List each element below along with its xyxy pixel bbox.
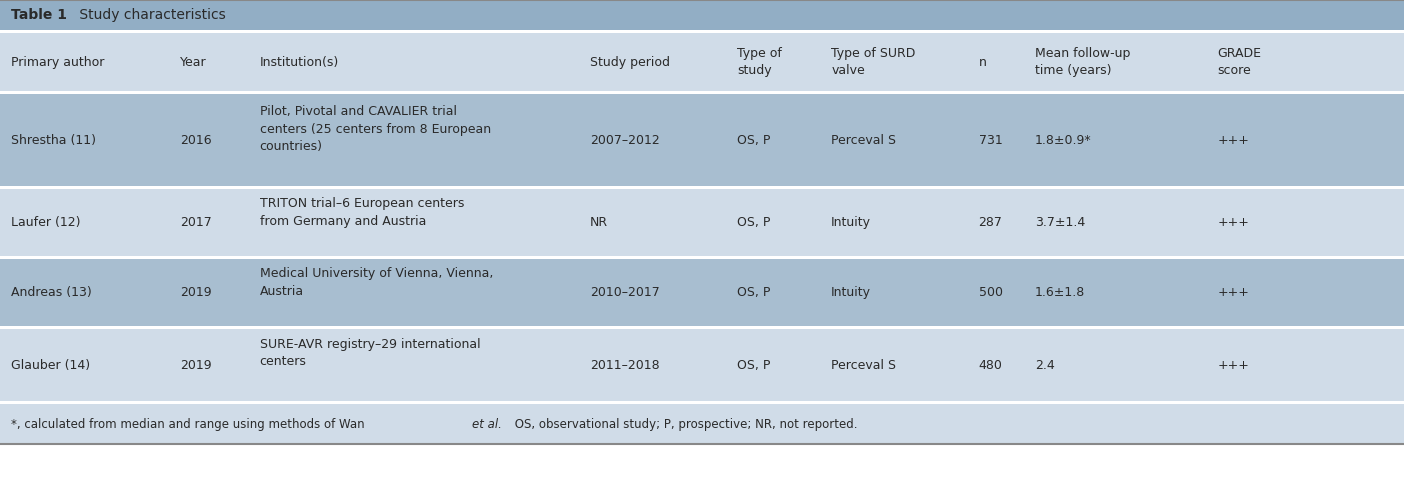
- Bar: [0, 326, 1404, 329]
- Bar: [0, 401, 1404, 404]
- Text: Study characteristics: Study characteristics: [76, 8, 226, 22]
- Text: Laufer (12): Laufer (12): [11, 216, 81, 229]
- Text: 500: 500: [979, 286, 1002, 299]
- Text: Andreas (13): Andreas (13): [11, 286, 93, 299]
- Text: NR: NR: [590, 216, 608, 229]
- Text: TRITON trial–6 European centers
from Germany and Austria: TRITON trial–6 European centers from Ger…: [260, 197, 465, 227]
- Text: Year: Year: [180, 55, 206, 69]
- Text: 2017: 2017: [180, 216, 212, 229]
- Bar: [0, 0, 1404, 30]
- Text: 287: 287: [979, 216, 1002, 229]
- Bar: [0, 94, 1404, 186]
- Text: 2.4: 2.4: [1035, 359, 1054, 371]
- Text: 3.7±1.4: 3.7±1.4: [1035, 216, 1085, 229]
- Text: 1.6±1.8: 1.6±1.8: [1035, 286, 1085, 299]
- Bar: [0, 256, 1404, 259]
- Text: GRADE
score: GRADE score: [1217, 47, 1261, 77]
- Text: *, calculated from median and range using methods of Wan: *, calculated from median and range usin…: [11, 417, 369, 431]
- Text: OS, P: OS, P: [737, 216, 771, 229]
- Text: Intuity: Intuity: [831, 216, 870, 229]
- Text: 1.8±0.9*: 1.8±0.9*: [1035, 134, 1091, 146]
- Bar: [0, 186, 1404, 189]
- Text: OS, observational study; P, prospective; NR, not reported.: OS, observational study; P, prospective;…: [511, 417, 858, 431]
- Bar: [0, 30, 1404, 33]
- Text: Study period: Study period: [590, 55, 670, 69]
- Text: +++: +++: [1217, 134, 1250, 146]
- Bar: [0, 33, 1404, 91]
- Text: 2019: 2019: [180, 286, 212, 299]
- Text: +++: +++: [1217, 216, 1250, 229]
- Text: Shrestha (11): Shrestha (11): [11, 134, 97, 146]
- Bar: [0, 189, 1404, 256]
- Text: Glauber (14): Glauber (14): [11, 359, 90, 371]
- Bar: [0, 329, 1404, 401]
- Text: n: n: [979, 55, 987, 69]
- Text: OS, P: OS, P: [737, 134, 771, 146]
- Text: et al.: et al.: [472, 417, 503, 431]
- Bar: [0, 404, 1404, 444]
- Text: +++: +++: [1217, 359, 1250, 371]
- Text: 480: 480: [979, 359, 1002, 371]
- Text: OS, P: OS, P: [737, 359, 771, 371]
- Text: Perceval S: Perceval S: [831, 134, 896, 146]
- Text: 2016: 2016: [180, 134, 212, 146]
- Text: Mean follow-up
time (years): Mean follow-up time (years): [1035, 47, 1130, 77]
- Text: Type of
study: Type of study: [737, 47, 782, 77]
- Text: Medical University of Vienna, Vienna,
Austria: Medical University of Vienna, Vienna, Au…: [260, 267, 493, 297]
- Bar: [0, 259, 1404, 326]
- Text: +++: +++: [1217, 286, 1250, 299]
- Text: SURE-AVR registry–29 international
centers: SURE-AVR registry–29 international cente…: [260, 338, 480, 368]
- Text: Type of SURD
valve: Type of SURD valve: [831, 47, 915, 77]
- Text: Table 1: Table 1: [11, 8, 67, 22]
- Text: Pilot, Pivotal and CAVALIER trial
centers (25 centers from 8 European
countries): Pilot, Pivotal and CAVALIER trial center…: [260, 105, 491, 153]
- Text: Perceval S: Perceval S: [831, 359, 896, 371]
- Text: Primary author: Primary author: [11, 55, 105, 69]
- Text: 731: 731: [979, 134, 1002, 146]
- Text: 2019: 2019: [180, 359, 212, 371]
- Text: 2011–2018: 2011–2018: [590, 359, 660, 371]
- Text: OS, P: OS, P: [737, 286, 771, 299]
- Text: 2007–2012: 2007–2012: [590, 134, 660, 146]
- Text: Intuity: Intuity: [831, 286, 870, 299]
- Text: Institution(s): Institution(s): [260, 55, 338, 69]
- Bar: [0, 91, 1404, 94]
- Text: 2010–2017: 2010–2017: [590, 286, 660, 299]
